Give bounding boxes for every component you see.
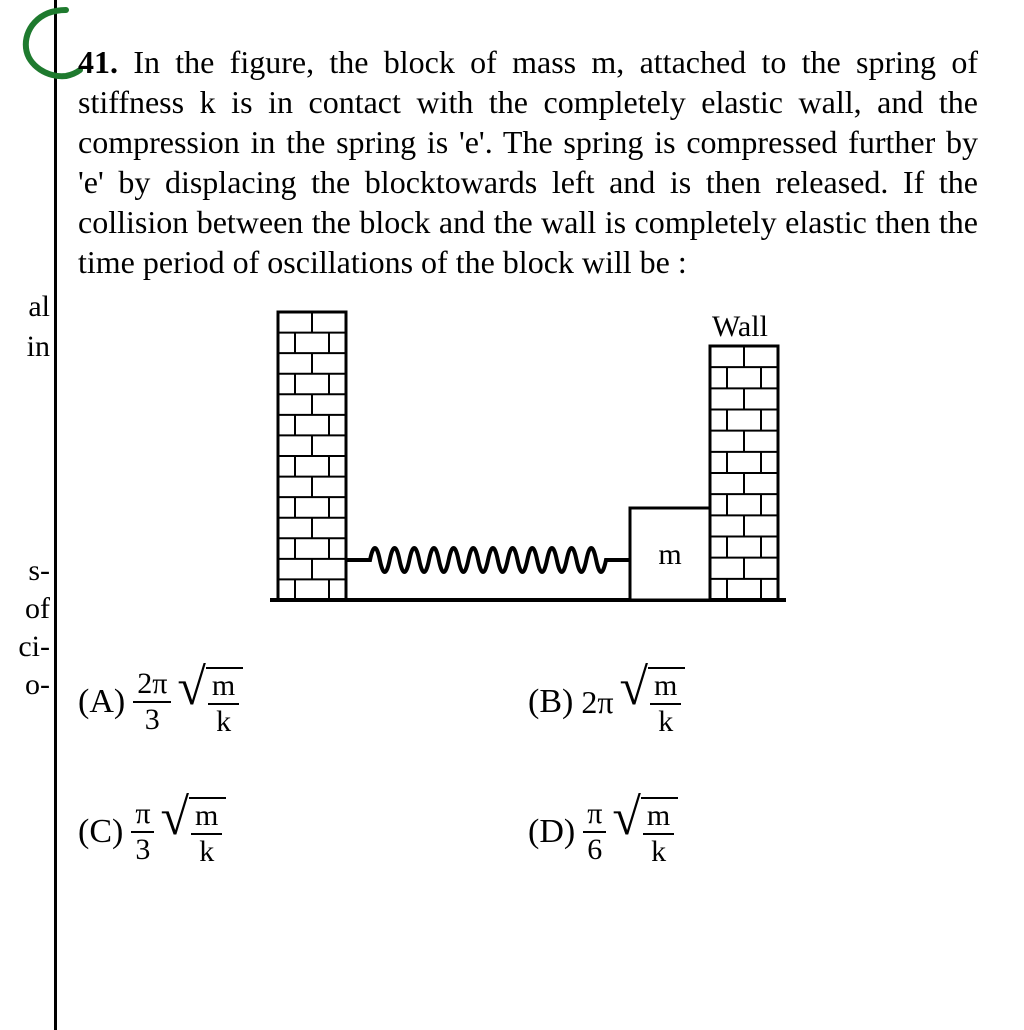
answer-label-D: (D) [528, 813, 575, 851]
radical-icon: √ [619, 665, 648, 735]
margin-fragment: o- [0, 668, 50, 702]
margin-fragment: al [0, 290, 50, 324]
answer-A: (A) 2π 3 √ m k [78, 642, 528, 772]
radical-icon: √ [612, 795, 641, 865]
answer-B: (B) 2π √ m k [528, 642, 978, 772]
radical-icon: √ [160, 795, 189, 865]
answers: (A) 2π 3 √ m k (B) 2π √ [78, 642, 978, 902]
question-text: 41. In the figure, the block of mass m, … [78, 42, 978, 282]
answer-label-B: (B) [528, 683, 573, 721]
margin-fragment: of [0, 592, 50, 626]
answer-C: (C) π 3 √ m k [78, 772, 528, 902]
answer-label-A: (A) [78, 683, 125, 721]
sqrt-A: √ m k [177, 667, 243, 737]
sqrt-D: √ m k [612, 797, 678, 867]
margin-fragment: in [0, 330, 50, 364]
svg-text:m: m [658, 538, 681, 571]
margin-fragment: ci- [0, 630, 50, 664]
sqrt-B: √ m k [619, 667, 685, 737]
question-number: 41. [78, 44, 118, 80]
coef-frac-C: π 3 [131, 799, 154, 865]
main-content: 41. In the figure, the block of mass m, … [78, 42, 978, 902]
answer-D: (D) π 6 √ m k [528, 772, 978, 902]
radical-icon: √ [177, 665, 206, 735]
margin-fragment: s- [0, 554, 50, 588]
physics-diagram-icon: m [248, 302, 808, 612]
coef-plain-B: 2π [581, 684, 613, 721]
vertical-rule [54, 0, 57, 1030]
figure: m Wall [248, 302, 808, 612]
coef-frac-D: π 6 [583, 799, 606, 865]
coef-frac-A: 2π 3 [133, 669, 171, 735]
answer-label-C: (C) [78, 813, 123, 851]
left-margin [0, 0, 56, 1030]
sqrt-C: √ m k [160, 797, 226, 867]
question-body: In the figure, the block of mass m, atta… [78, 44, 978, 280]
wall-label: Wall [712, 310, 768, 344]
